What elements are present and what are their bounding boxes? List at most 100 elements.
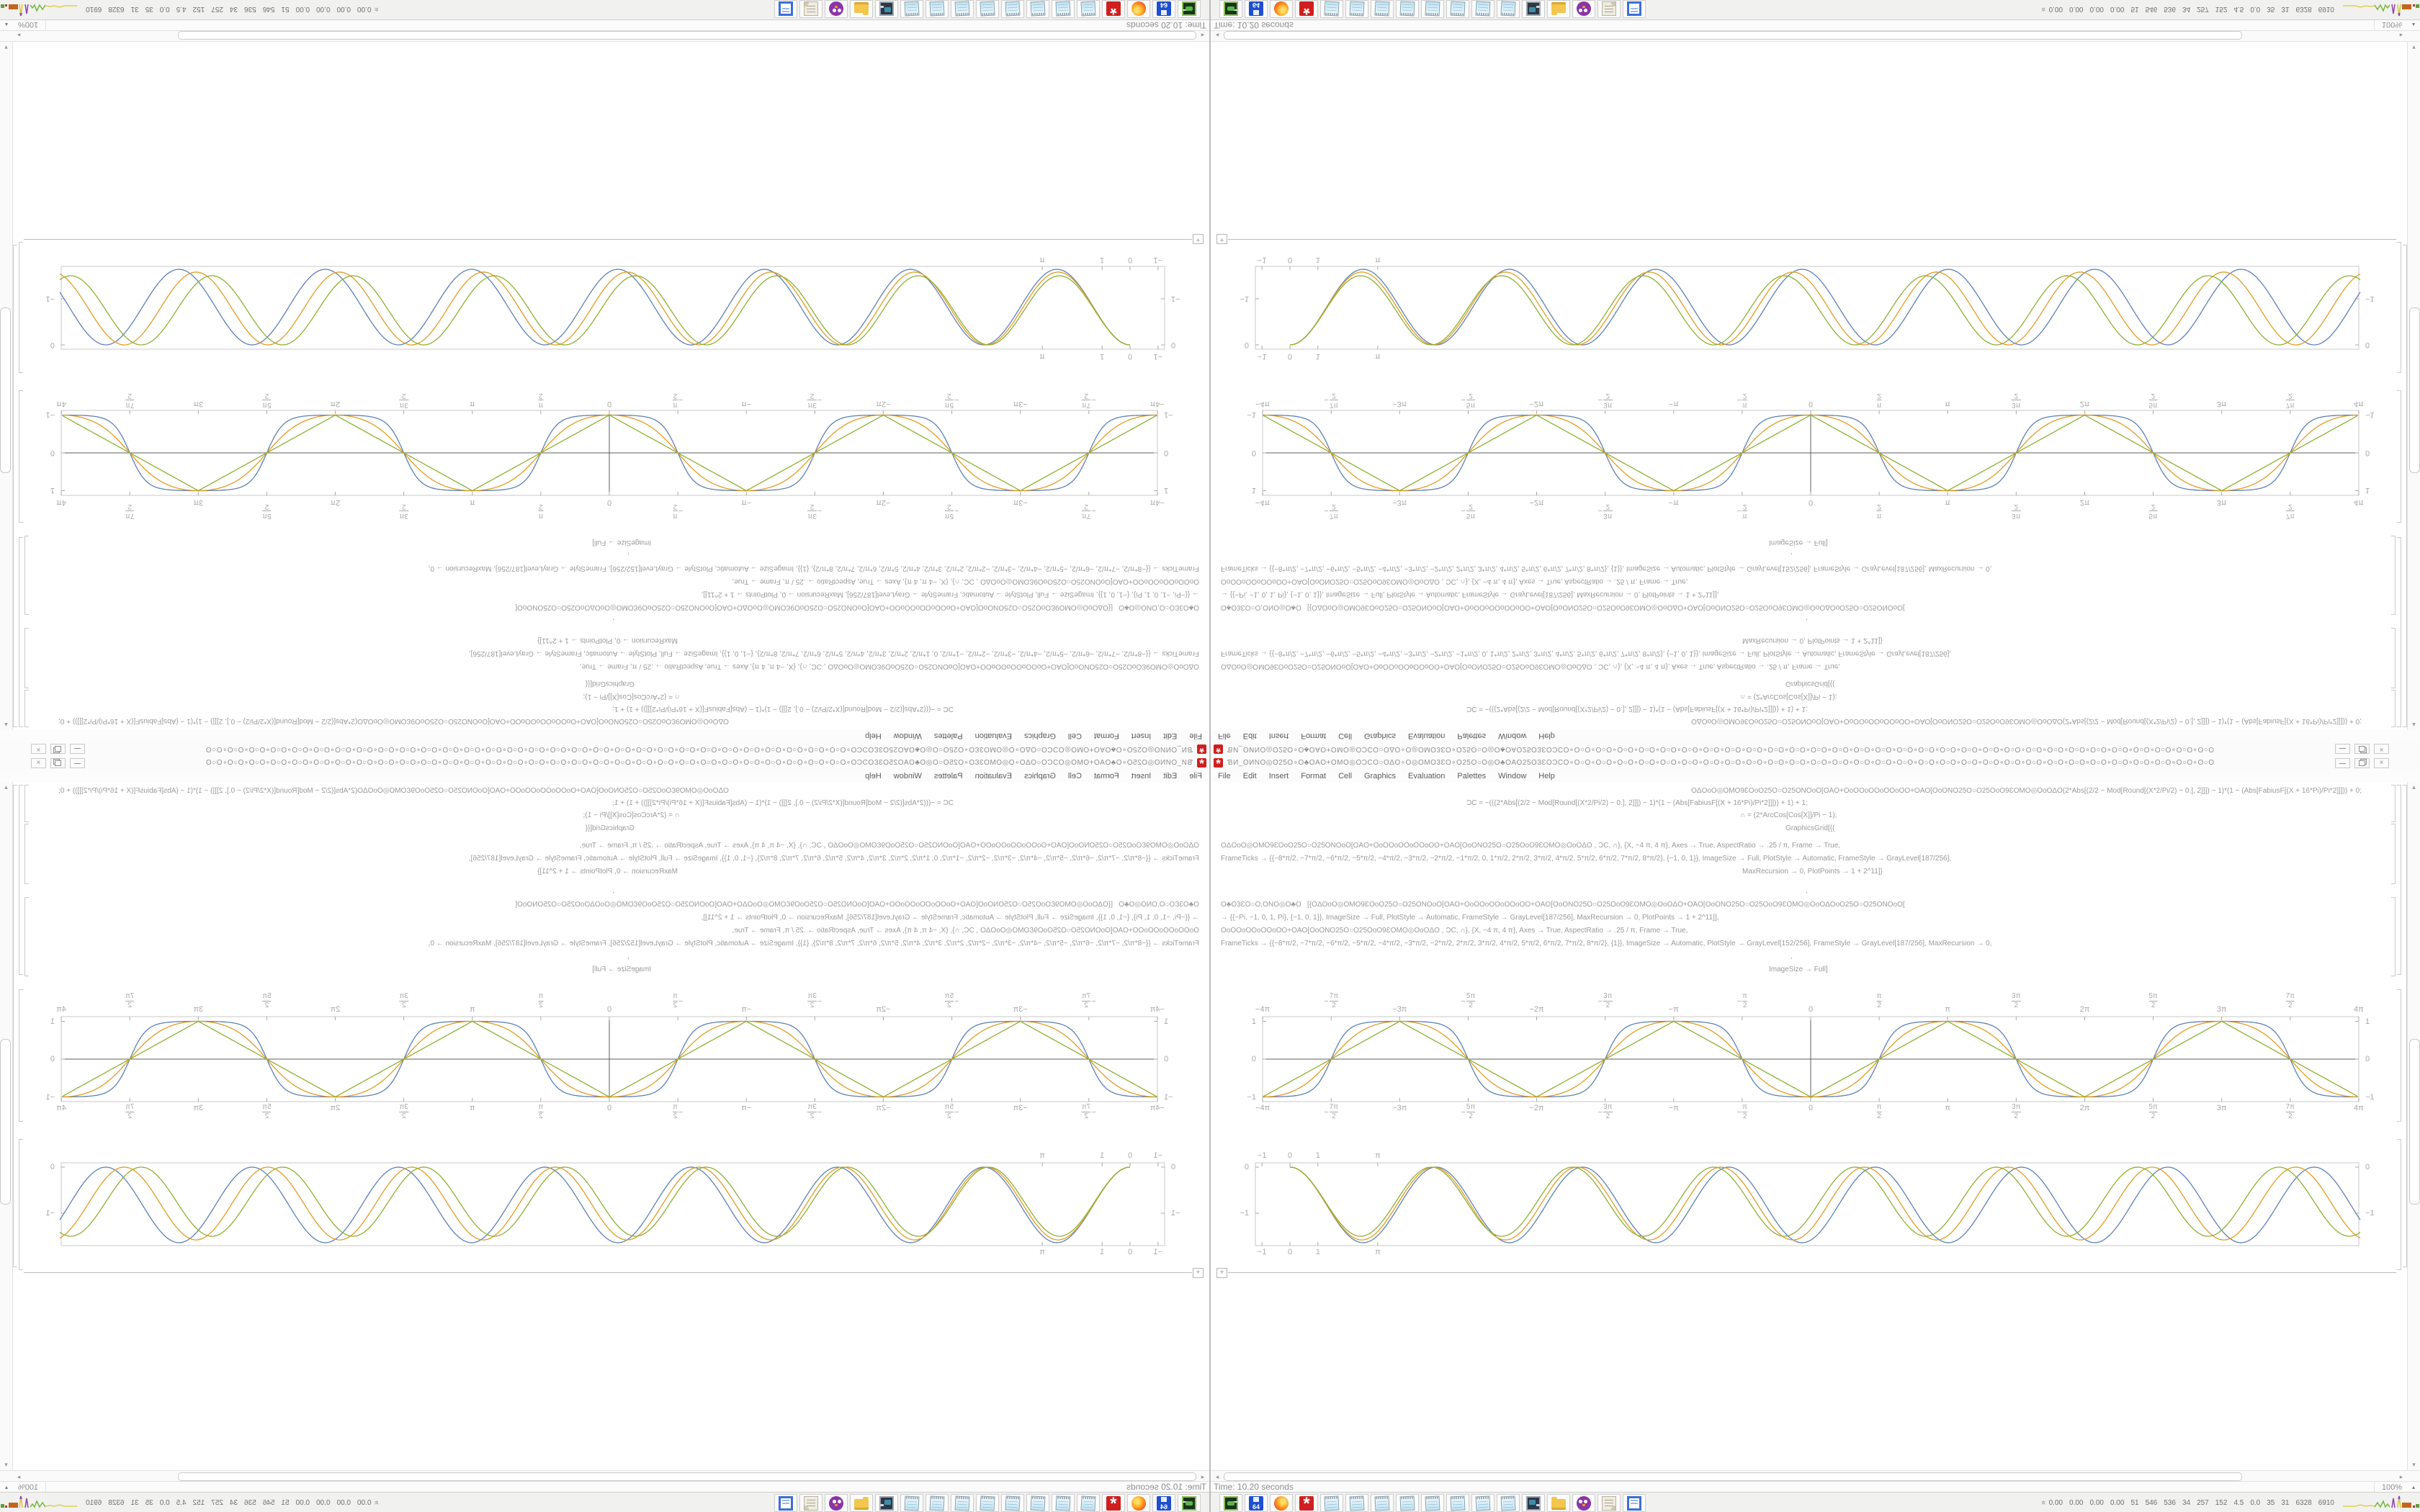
- x-tick-label: 0: [1808, 498, 1814, 507]
- input-cell-line[interactable]: OoOOoOOoOOoOO+OAO[OoONO25O○O25OoO9ƐOMO◎O…: [1221, 927, 1688, 935]
- plot-smoothed-waves-full-period[interactable]: −4π −4π −7π 2 −7π 2 −3π −3π −5π 2 −5π 2 −2π −2π −3π 2 −3…: [1211, 988, 2408, 1139]
- tray-metric: 0.0: [2250, 1498, 2261, 1507]
- taskbar-button-notepad[interactable]: [1371, 1494, 1394, 1512]
- input-cell-line[interactable]: ∩ = (2*ArcCos[Cos[X]]/Pi − 1);: [1740, 811, 1837, 819]
- minimize-button: [2335, 744, 2350, 754]
- taskbar-button-firefox[interactable]: [1270, 1494, 1293, 1512]
- cell-insert-bar[interactable]: [1228, 1272, 2396, 1273]
- system-tray[interactable]: « 0.00 0.00 0.00 0.00 51 546 536 34 257 152 4.5 0.0…: [2039, 1493, 2420, 1512]
- input-cell-line[interactable]: OΔOoO◎OMO9ƐOoO25O○O25ONOoO[OAO+OoOOoOOoO…: [1691, 787, 2362, 795]
- input-cell-line[interactable]: → {{−Pi, −1, 0, 1, Pi}, {−1, 0, 1}}, Ima…: [1221, 914, 1719, 922]
- x-tick-label: 3π 2: [399, 992, 408, 1009]
- vertical-scrollbar[interactable]: ▴ ▾: [2407, 782, 2420, 1470]
- magnification-control[interactable]: 100% ▴: [2373, 1482, 2415, 1493]
- taskbar-button-folder[interactable]: [1547, 1494, 1570, 1512]
- input-cell-line: ƆC = −(((2*Abs[(2/2 − Mod[Round[(X*2/Pi/…: [612, 705, 954, 713]
- x-tick-label: −4π: [1255, 1104, 1270, 1112]
- menu-edit[interactable]: Edit: [1242, 771, 1257, 780]
- menu-insert[interactable]: Insert: [1268, 771, 1289, 780]
- input-cell-line: ,: [627, 953, 629, 960]
- cell-bracket: [24, 628, 29, 688]
- minimize-button[interactable]: [2335, 758, 2350, 768]
- menu-palettes[interactable]: Palettes: [1457, 771, 1487, 780]
- menu-format[interactable]: Format: [1301, 771, 1327, 780]
- tray-metric: 0.00: [357, 1498, 372, 1507]
- cell-bracket[interactable]: [2397, 785, 2401, 975]
- cell-bracket[interactable]: [2391, 824, 2396, 884]
- input-cell-line[interactable]: ImageSize → Full]: [1769, 966, 1828, 973]
- menu-file[interactable]: File: [1218, 771, 1231, 780]
- input-cell-line[interactable]: FrameTicks → {{−8*π/2, −7*π/2, −6*π/2, −…: [1221, 855, 1952, 863]
- taskbar-button-notepad[interactable]: [1471, 1494, 1494, 1512]
- input-cell-line[interactable]: FrameTicks → {{−8*π/2, −7*π/2, −6*π/2, −…: [1221, 940, 1992, 948]
- tray-expand-chevron-icon[interactable]: «: [2039, 1500, 2048, 1506]
- taskbar-button-notepad[interactable]: [1396, 1494, 1419, 1512]
- x-tick-label: 0: [606, 498, 612, 507]
- cell-insert-plus-button[interactable]: +: [1216, 1268, 1227, 1278]
- input-cell-line[interactable]: OΔOoO◎OMO9ƐOoO25O○O25ONOoO[OAO+OoOOoOOoO…: [1221, 842, 1841, 850]
- x-tick-label: π: [1375, 256, 1381, 264]
- taskbar-button-script[interactable]: [1597, 1494, 1621, 1512]
- taskbar-button-hwinfo64[interactable]: 64: [1245, 1494, 1268, 1512]
- x-tick-label: 7π 2: [125, 1103, 135, 1120]
- notepad-icon: [1080, 1, 1096, 17]
- menu-graphics[interactable]: Graphics: [1364, 771, 1397, 780]
- magnification-popup-icon[interactable]: ▴: [2411, 1484, 2415, 1490]
- status-bar: Time: 10.20 seconds 100% ▴: [0, 1481, 1209, 1493]
- taskbar-button-owl[interactable]: [1572, 1494, 1595, 1512]
- tray-expand-chevron-icon: «: [372, 1500, 381, 1506]
- input-cell-line[interactable]: ƆC = −(((2*Abs[(2/2 − Mod[Round[(X*2/Pi/…: [1466, 799, 1808, 807]
- plot-cosine-dips[interactable]: −1 −1 0 0 1 1 π π 0 0 −1 −1: [1211, 1138, 2408, 1289]
- plot-smoothed-waves-full-period: −4π −4π −7π 2 −7π 2 −3π −3π −5π 2 −5π 2 −2π −2π −3π 2 −3…: [12, 373, 1209, 524]
- menu-window[interactable]: Window: [1498, 771, 1527, 780]
- input-cell-line[interactable]: ,: [1806, 887, 1808, 895]
- scroll-left-arrow-icon[interactable]: ◂: [1215, 1473, 1219, 1480]
- menu-edit: Edit: [1163, 771, 1178, 780]
- x-tick-label: π: [1039, 1151, 1045, 1160]
- cell-bracket[interactable]: [2397, 1139, 2401, 1270]
- magnification-value[interactable]: 100%: [2381, 1482, 2402, 1492]
- taskbar-button-notepad[interactable]: [1497, 1494, 1520, 1512]
- x-tick-label: 0: [1287, 352, 1293, 361]
- close-button[interactable]: ×: [2374, 758, 2389, 768]
- cell-bracket[interactable]: [2391, 897, 2396, 976]
- menu-cell[interactable]: Cell: [1338, 771, 1353, 780]
- input-cell-line[interactable]: GraphicsGrid[{{: [1785, 824, 1835, 832]
- x-tick-label: π: [1039, 1248, 1045, 1256]
- minimize-icon: [2339, 762, 2346, 764]
- taskbar-button-notepad[interactable]: [1421, 1494, 1444, 1512]
- taskbar-button-screen-capture[interactable]: [1522, 1494, 1545, 1512]
- cell-bracket[interactable]: [2391, 785, 2396, 822]
- taskbar-button-system-monitor[interactable]: [1219, 1494, 1242, 1512]
- scroll-down-arrow-icon[interactable]: ▾: [2412, 1461, 2416, 1468]
- cell-bracket[interactable]: [2397, 989, 2401, 1122]
- scroll-right-arrow-icon[interactable]: ▸: [2399, 1473, 2403, 1480]
- input-cell-line[interactable]: O♣O3ƐO○O,ONO◎O♣O [{OΔOoO◎OMO9ƐOoO25O○O25…: [1221, 901, 1905, 909]
- scroll-up-arrow-icon[interactable]: ▴: [2412, 783, 2416, 791]
- tray-metric: 31: [2281, 1498, 2290, 1507]
- input-cell-line[interactable]: MaxRecursion → 0, PlotPoints → 1 + 2^11]…: [1742, 868, 1883, 876]
- vertical-scroll-thumb[interactable]: [2409, 1039, 2420, 1205]
- window-titlebar: * ƁИ_OИNO◎O25O∘O♣OAO+OMO◎OƆCO○OΔO∘O◎OMO3…: [0, 742, 1209, 756]
- horizontal-scrollbar[interactable]: ◂ ▸: [1211, 1470, 2420, 1481]
- x-tick-label: −3π 2: [807, 992, 823, 1009]
- y-tick-label: 0: [50, 341, 55, 349]
- horizontal-scroll-thumb[interactable]: [1224, 1472, 2242, 1481]
- screen-capture-icon: [879, 1, 894, 17]
- taskbar-button-blue-frame[interactable]: [1623, 1494, 1646, 1512]
- menu-help[interactable]: Help: [1538, 771, 1555, 780]
- close-button: ×: [2374, 744, 2389, 754]
- restore-button[interactable]: [2354, 758, 2370, 768]
- plot-cosine-dips-canvas: [59, 266, 1165, 350]
- taskbar-button-notepad[interactable]: [1320, 1494, 1343, 1512]
- taskbar-button-notepad[interactable]: [1345, 1494, 1368, 1512]
- taskbar-button-notepad[interactable]: [1446, 1494, 1469, 1512]
- window-titlebar: * ƁИ_OИNO◎O25O∘O♣OAO+OMO◎OƆCO○OΔO∘O◎OMO3…: [0, 756, 1209, 770]
- taskbar-button-red-gear[interactable]: [1295, 1494, 1318, 1512]
- cell-bracket[interactable]: [2403, 785, 2407, 1267]
- restore-button: [50, 744, 66, 754]
- input-cell-line[interactable]: ,: [1791, 953, 1793, 960]
- menu-evaluation[interactable]: Evaluation: [1408, 771, 1446, 780]
